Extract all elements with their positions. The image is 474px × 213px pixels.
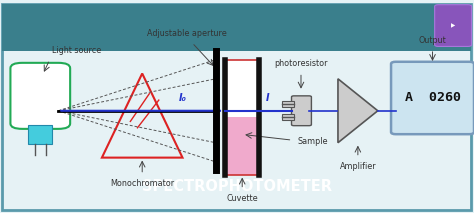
Text: Amplifier: Amplifier — [339, 162, 376, 171]
FancyBboxPatch shape — [2, 4, 471, 210]
Text: I: I — [266, 93, 270, 103]
Bar — [225, 60, 259, 117]
Bar — [2, 4, 471, 51]
FancyBboxPatch shape — [435, 5, 472, 46]
Text: Light source: Light source — [52, 46, 101, 55]
Text: Output: Output — [419, 36, 447, 45]
Text: SPECTROPHOTOMETER: SPECTROPHOTOMETER — [142, 179, 332, 194]
Bar — [282, 114, 294, 120]
Text: ▶: ▶ — [451, 23, 455, 28]
Bar — [28, 125, 52, 144]
Polygon shape — [338, 79, 378, 143]
Bar — [225, 117, 259, 175]
FancyBboxPatch shape — [292, 96, 311, 126]
Text: Monochromator: Monochromator — [110, 179, 174, 188]
Text: Adjustable aperture: Adjustable aperture — [147, 29, 227, 38]
Text: A  0260: A 0260 — [404, 91, 461, 105]
Text: photoresistor: photoresistor — [274, 59, 328, 68]
Bar — [282, 101, 294, 107]
Text: Cuvette: Cuvette — [227, 194, 258, 203]
Text: Sample: Sample — [297, 137, 328, 146]
FancyBboxPatch shape — [391, 62, 474, 134]
Text: I₀: I₀ — [179, 93, 186, 103]
FancyBboxPatch shape — [10, 63, 70, 129]
